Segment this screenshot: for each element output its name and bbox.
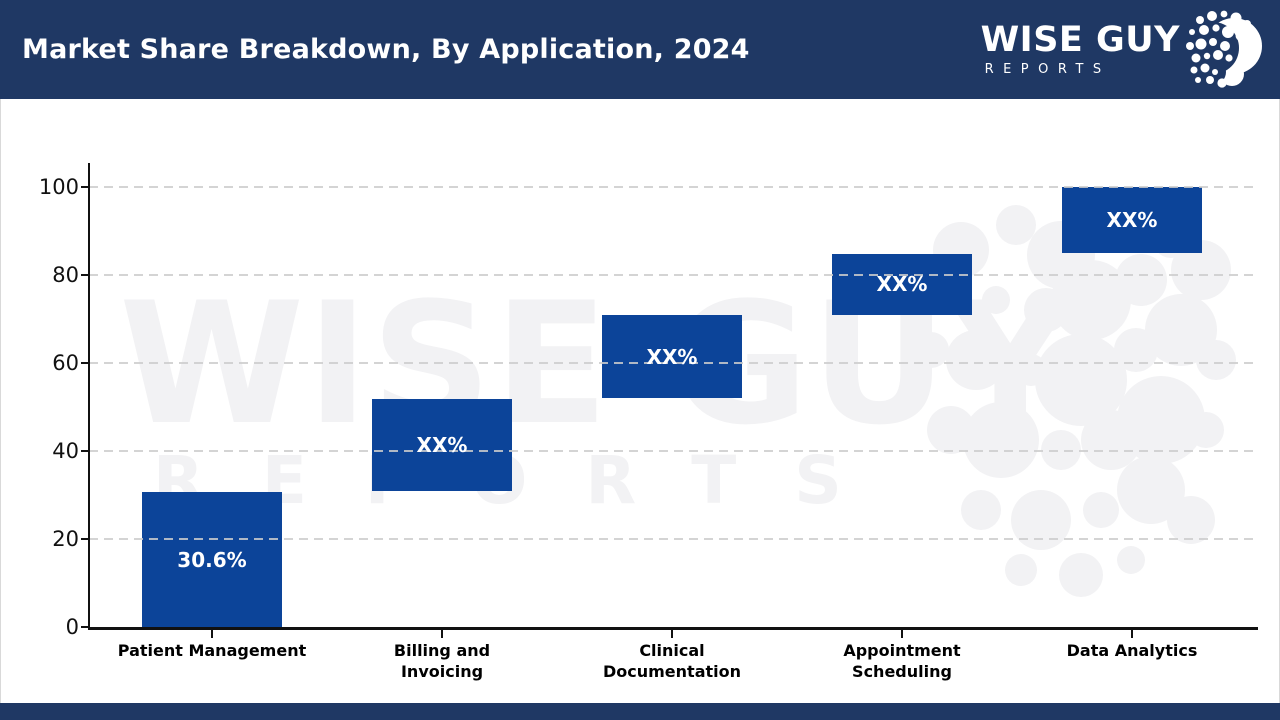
bar-value-label: XX% xyxy=(646,344,698,369)
x-category-label-line: Clinical xyxy=(639,641,705,660)
watermark-dot xyxy=(1083,492,1119,528)
x-category-label-line: Billing and xyxy=(393,641,491,660)
logo-name: WISE GUY xyxy=(980,19,1180,60)
bar-segment xyxy=(1062,187,1202,253)
y-axis-line xyxy=(88,163,90,629)
x-axis-line xyxy=(88,627,1258,630)
y-tick-mark xyxy=(81,186,89,188)
bar-value-label: XX% xyxy=(876,272,928,297)
watermark-dot xyxy=(1167,496,1215,544)
gridline xyxy=(89,186,1258,188)
watermark-dot xyxy=(1188,412,1224,448)
watermark-dot xyxy=(982,286,1010,314)
y-tick-mark xyxy=(81,362,89,364)
watermark-dot xyxy=(1059,553,1103,597)
x-category-label: Patient Management xyxy=(97,640,327,661)
watermark-dot xyxy=(1005,554,1037,586)
bar-segment xyxy=(372,399,512,491)
x-tick-mark xyxy=(441,630,443,638)
wise-guy-logo: WISE GUY REPORTS xyxy=(981,8,1280,92)
bar-value-label: XX% xyxy=(1106,208,1158,232)
y-tick-label: 40 xyxy=(52,439,79,463)
y-tick-label: 60 xyxy=(52,351,79,375)
bar-segment xyxy=(142,492,282,627)
watermark-dot xyxy=(963,402,1039,478)
x-category-label-line: Scheduling xyxy=(852,662,952,682)
y-tick-label: 0 xyxy=(65,615,79,639)
watermark-dot xyxy=(996,205,1036,245)
footer-bar xyxy=(0,703,1280,720)
y-tick-mark xyxy=(81,274,89,276)
gridline xyxy=(89,450,1258,452)
x-tick-mark xyxy=(1131,630,1133,638)
y-tick-mark xyxy=(81,538,89,540)
x-category-label-line: Documentation xyxy=(602,662,742,682)
bar-segment xyxy=(602,315,742,399)
chart-area: WISE GUY REPORTS 0 20 40 60 80 100 30.6% Patien… xyxy=(0,99,1280,703)
watermark-dot xyxy=(1117,546,1145,574)
y-tick-label: 80 xyxy=(52,263,79,287)
bar-value-label: 30.6% xyxy=(177,547,247,572)
head-silhouette-icon xyxy=(1186,10,1262,88)
x-category-label-line: Data Analytics xyxy=(1066,641,1198,660)
x-category-label: Data Analytics xyxy=(1017,640,1247,661)
x-category-label-line: Appointment xyxy=(843,641,961,660)
y-tick-mark xyxy=(81,450,89,452)
x-category-label: Appointment Scheduling xyxy=(787,640,1017,682)
x-tick-mark xyxy=(211,630,213,638)
x-category-label-line: Invoicing xyxy=(400,662,484,682)
x-category-label: Clinical Documentation xyxy=(557,640,787,682)
watermark-dot xyxy=(1196,340,1236,380)
x-category-label: Billing and Invoicing xyxy=(327,640,557,682)
watermark-dot xyxy=(1011,490,1071,550)
bar-segment xyxy=(832,253,972,315)
x-tick-mark xyxy=(901,630,903,638)
header-bar: Market Share Breakdown, By Application, … xyxy=(0,0,1280,99)
watermark-dot xyxy=(961,490,1001,530)
watermark-dot xyxy=(946,330,1006,390)
y-tick-label: 20 xyxy=(52,527,79,551)
x-category-label-line: Patient Management xyxy=(117,641,307,660)
x-tick-mark xyxy=(671,630,673,638)
page-title: Market Share Breakdown, By Application, … xyxy=(22,34,750,65)
gridline xyxy=(89,274,1258,276)
watermark-dot xyxy=(1115,254,1167,306)
y-tick-label: 100 xyxy=(38,175,79,199)
y-tick-mark xyxy=(81,626,89,628)
bar-value-label: XX% xyxy=(416,432,468,457)
gridline xyxy=(89,362,1258,364)
logo-text: WISE GUY REPORTS xyxy=(980,19,1180,77)
gridline xyxy=(89,538,1258,540)
logo-tagline: REPORTS xyxy=(984,61,1111,77)
